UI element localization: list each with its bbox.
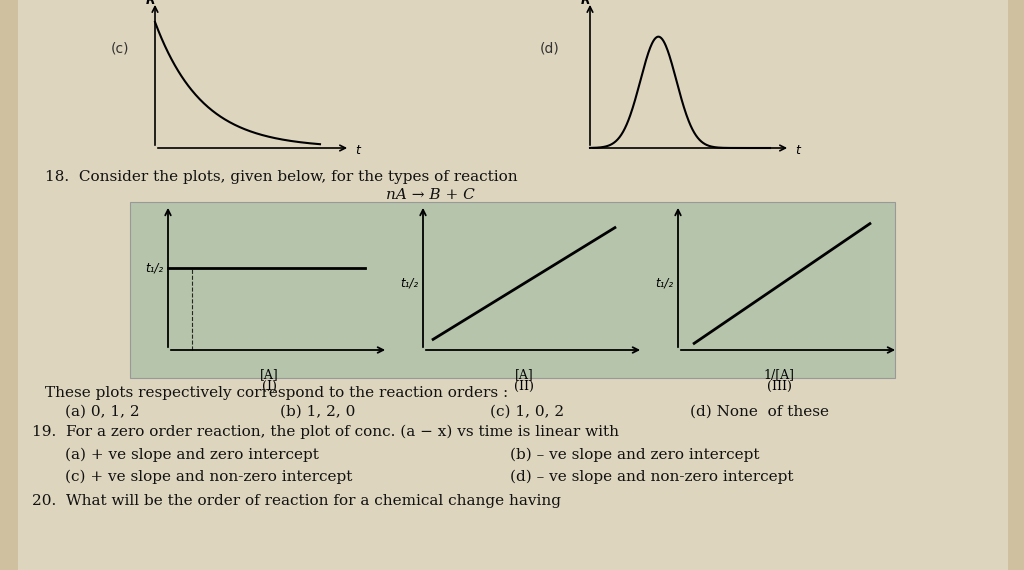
Text: [A]: [A] [515, 368, 534, 381]
Text: R: R [582, 0, 591, 7]
Text: nA → B + C: nA → B + C [386, 188, 474, 202]
Text: t₁/₂: t₁/₂ [400, 277, 418, 290]
Text: (II): (II) [514, 380, 534, 393]
Text: 1/[A]: 1/[A] [764, 368, 795, 381]
Text: (d) – ve slope and non-zero intercept: (d) – ve slope and non-zero intercept [510, 470, 794, 484]
Text: (b) 1, 2, 0: (b) 1, 2, 0 [280, 405, 355, 419]
Text: (III): (III) [767, 380, 792, 393]
Text: (b) – ve slope and zero intercept: (b) – ve slope and zero intercept [510, 448, 760, 462]
Text: 20.  What will be the order of reaction for a chemical change having: 20. What will be the order of reaction f… [32, 494, 561, 508]
Text: R: R [146, 0, 156, 7]
Text: These plots respectively correspond to the reaction orders :: These plots respectively correspond to t… [45, 386, 508, 400]
Text: 18.  Consider the plots, given below, for the types of reaction: 18. Consider the plots, given below, for… [45, 170, 517, 184]
Text: t: t [355, 144, 359, 157]
Text: (a) 0, 1, 2: (a) 0, 1, 2 [65, 405, 139, 419]
Text: (d): (d) [540, 42, 560, 56]
Text: 19.  For a zero order reaction, the plot of conc. (a − x) vs time is linear with: 19. For a zero order reaction, the plot … [32, 425, 618, 439]
Text: (c) + ve slope and non-zero intercept: (c) + ve slope and non-zero intercept [65, 470, 352, 484]
Text: [A]: [A] [260, 368, 279, 381]
Text: t₁/₂: t₁/₂ [655, 277, 673, 290]
FancyBboxPatch shape [130, 202, 895, 378]
Text: t₁/₂: t₁/₂ [144, 261, 163, 274]
FancyBboxPatch shape [18, 0, 1008, 570]
Text: (I): (I) [261, 380, 276, 393]
Text: (d) None  of these: (d) None of these [690, 405, 829, 419]
Text: (c): (c) [111, 42, 129, 56]
Text: t: t [795, 144, 800, 157]
Text: (c) 1, 0, 2: (c) 1, 0, 2 [490, 405, 564, 419]
Text: (a) + ve slope and zero intercept: (a) + ve slope and zero intercept [65, 448, 318, 462]
